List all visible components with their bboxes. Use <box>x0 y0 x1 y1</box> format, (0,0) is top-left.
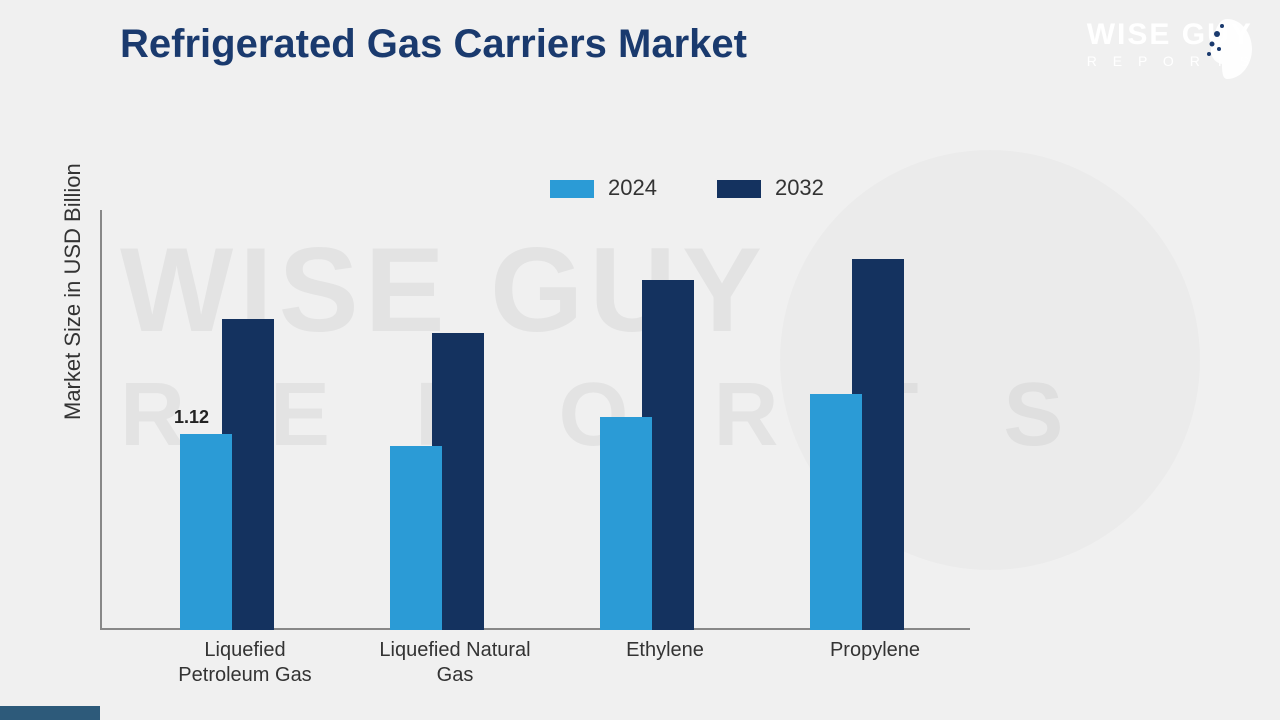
legend-item-2024: 2024 <box>550 175 657 201</box>
bar-value-label: 1.12 <box>174 407 209 428</box>
chart-title: Refrigerated Gas Carriers Market <box>120 22 747 67</box>
y-axis-line <box>100 210 102 630</box>
y-axis-label: Market Size in USD Billion <box>60 163 86 420</box>
x-axis-category-label: Liquefied Natural Gas <box>375 630 535 688</box>
legend-swatch-2024 <box>550 180 594 198</box>
bar-2024 <box>390 446 442 630</box>
bar-2024 <box>810 394 862 630</box>
plot-area: Liquefied Petroleum GasLiquefied Natural… <box>100 210 970 630</box>
legend-label-2032: 2032 <box>775 175 824 200</box>
legend-item-2032: 2032 <box>717 175 824 201</box>
bar-2024 <box>600 417 652 631</box>
legend-swatch-2032 <box>717 180 761 198</box>
x-axis-category-label: Liquefied Petroleum Gas <box>165 630 325 688</box>
footer-accent-bar <box>0 706 100 720</box>
x-axis-category-label: Ethylene <box>585 630 745 663</box>
logo-head-icon <box>1197 14 1257 84</box>
brand-logo: WISE GUY R E P O R T S <box>1087 20 1255 68</box>
legend: 2024 2032 <box>550 175 824 201</box>
bar-2024 <box>180 434 232 630</box>
chart-canvas: WISE GUY R E P O R T S Refrigerated Gas … <box>0 0 1280 720</box>
x-axis-category-label: Propylene <box>795 630 955 663</box>
legend-label-2024: 2024 <box>608 175 657 200</box>
